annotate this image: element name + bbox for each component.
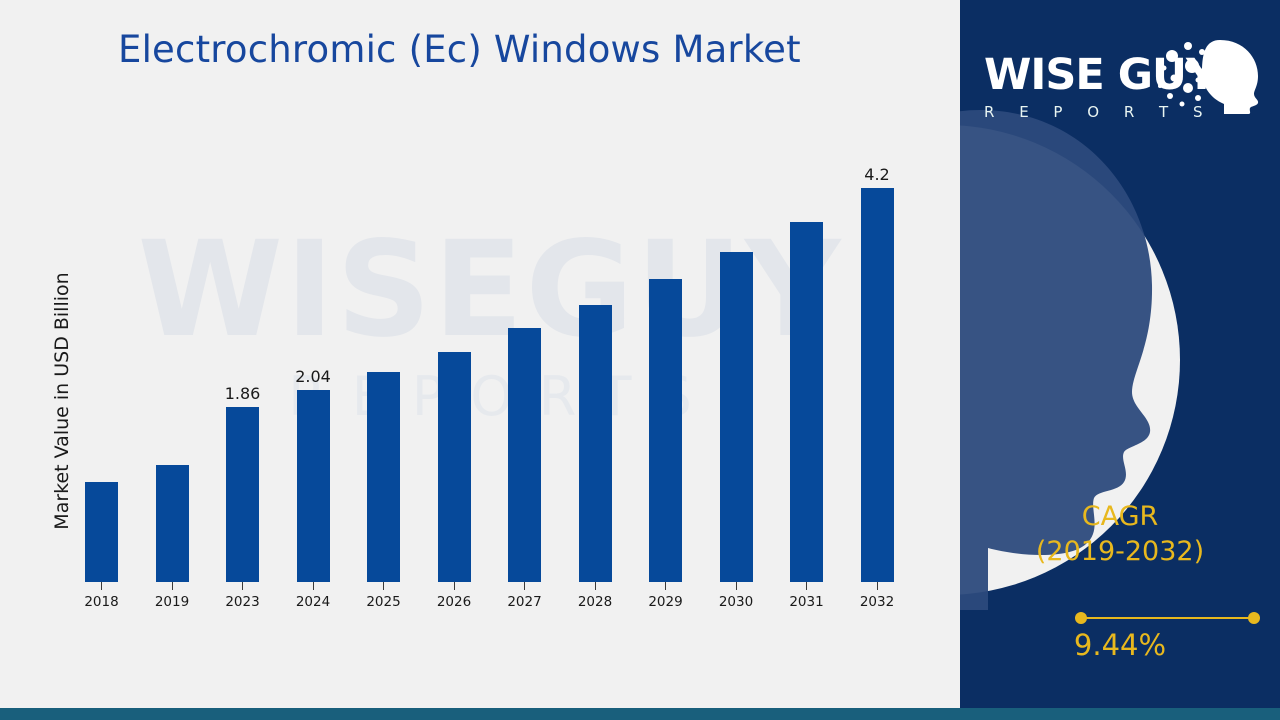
bar-2024[interactable]: [296, 390, 330, 582]
x-axis-tick-2018: [101, 582, 102, 590]
x-axis-tick-label-2028: 2028: [577, 594, 613, 610]
cagr-value: 9.44%: [1073, 628, 1167, 662]
x-axis-tick-label-2026: 2026: [436, 594, 472, 610]
x-axis-tick-2027: [524, 582, 525, 590]
x-axis-tick-label-2032: 2032: [859, 594, 895, 610]
bar-value-label-2024: 2.04: [295, 367, 331, 386]
bar-group-2031[interactable]: 2031: [789, 150, 824, 610]
bar-group-2024[interactable]: 2.04 2024: [295, 150, 331, 610]
bar-group-2019[interactable]: 2019: [155, 150, 189, 610]
page-title: Electrochromic (Ec) Windows Market: [118, 28, 801, 71]
bar-2027[interactable]: [508, 328, 541, 582]
chart-panel: WISEGUY REPORTS Electrochromic (Ec) Wind…: [51, 28, 915, 610]
cagr-title: CAGR: [1081, 501, 1159, 532]
bar-2032[interactable]: [860, 188, 894, 582]
x-axis-tick-2026: [453, 582, 455, 590]
x-axis-tick-label-2025: 2025: [366, 594, 401, 610]
x-axis-tick-2019: [171, 582, 173, 590]
x-axis-tick-label-2024: 2024: [295, 594, 331, 610]
cagr-block: CAGR (2019-2032) 9.44%: [960, 500, 1280, 662]
brand-logo-text: WISE GUY R E P O R T S: [984, 50, 1217, 122]
bar-2019[interactable]: [155, 465, 189, 582]
divider-line: [1081, 617, 1254, 619]
bar-group-2026[interactable]: 2026: [437, 150, 471, 610]
bar-value-label-2023: 1.86: [224, 384, 261, 403]
x-axis-tick-label-2031: 2031: [789, 594, 824, 610]
x-axis-tick-2028: [594, 582, 596, 590]
brand-logo-secondary: R E P O R T S: [984, 103, 1213, 121]
x-axis-tick-label-2023: 2023: [225, 594, 260, 610]
cagr-range: (2019-2032): [1035, 535, 1205, 567]
dotted-head-icon: [1158, 40, 1259, 114]
bar-2028[interactable]: [578, 305, 612, 582]
divider-dot-right: [1248, 612, 1260, 624]
brand-logo: WISE GUY R E P O R T S: [960, 24, 1280, 121]
x-axis-tick-label-2018: 2018: [84, 594, 119, 610]
bar-group-2028[interactable]: 2028: [578, 150, 612, 610]
bar-group-2030[interactable]: 2030: [719, 150, 753, 610]
bottom-accent-strip: [0, 708, 1280, 720]
cagr-divider-icon: [1075, 612, 1260, 624]
bar-value-label-2032: 4.2: [864, 165, 890, 184]
bar-group-2023[interactable]: 1.86 2023: [224, 150, 261, 610]
bar-2026[interactable]: [437, 352, 471, 582]
bar-2018[interactable]: [85, 482, 118, 582]
bar-group-2025[interactable]: 2025: [366, 150, 401, 610]
x-axis-tick-2030: [735, 582, 737, 590]
bar-2030[interactable]: [719, 252, 753, 582]
x-axis-tick-2024: [312, 582, 314, 590]
x-axis-tick-2032: [876, 582, 878, 590]
bar-2031[interactable]: [790, 222, 823, 582]
x-axis-tick-2023: [242, 582, 243, 590]
brand-side-panel: WISE GUY R E P O R T S CAGR (2019-2032): [960, 0, 1280, 720]
bar-chart-plot-area: 2018 2019 1.86 2023 2.04 2024 2025 2026 2027 2028…: [75, 150, 915, 610]
bar-group-2032[interactable]: 4.2 2032: [860, 150, 894, 610]
x-axis-tick-2029: [665, 582, 666, 590]
x-axis-tick-label-2027: 2027: [507, 594, 542, 610]
bar-group-2018[interactable]: 2018: [84, 150, 119, 610]
bar-2023[interactable]: [226, 407, 259, 582]
x-axis-tick-label-2029: 2029: [648, 594, 683, 610]
bar-group-2029[interactable]: 2029: [648, 150, 683, 610]
x-axis-tick-2031: [806, 582, 807, 590]
x-axis-tick-label-2019: 2019: [154, 594, 190, 610]
bar-2025[interactable]: [367, 372, 400, 582]
x-axis-tick-label-2030: 2030: [718, 594, 754, 610]
y-axis-label: Market Value in USD Billion: [51, 272, 73, 530]
bar-group-2027[interactable]: 2027: [507, 150, 542, 610]
bar-2029[interactable]: [649, 279, 682, 582]
head-silhouette-icon: [960, 110, 1153, 610]
x-axis-tick-2025: [383, 582, 384, 590]
brand-logo-primary: WISE GUY: [984, 50, 1217, 100]
